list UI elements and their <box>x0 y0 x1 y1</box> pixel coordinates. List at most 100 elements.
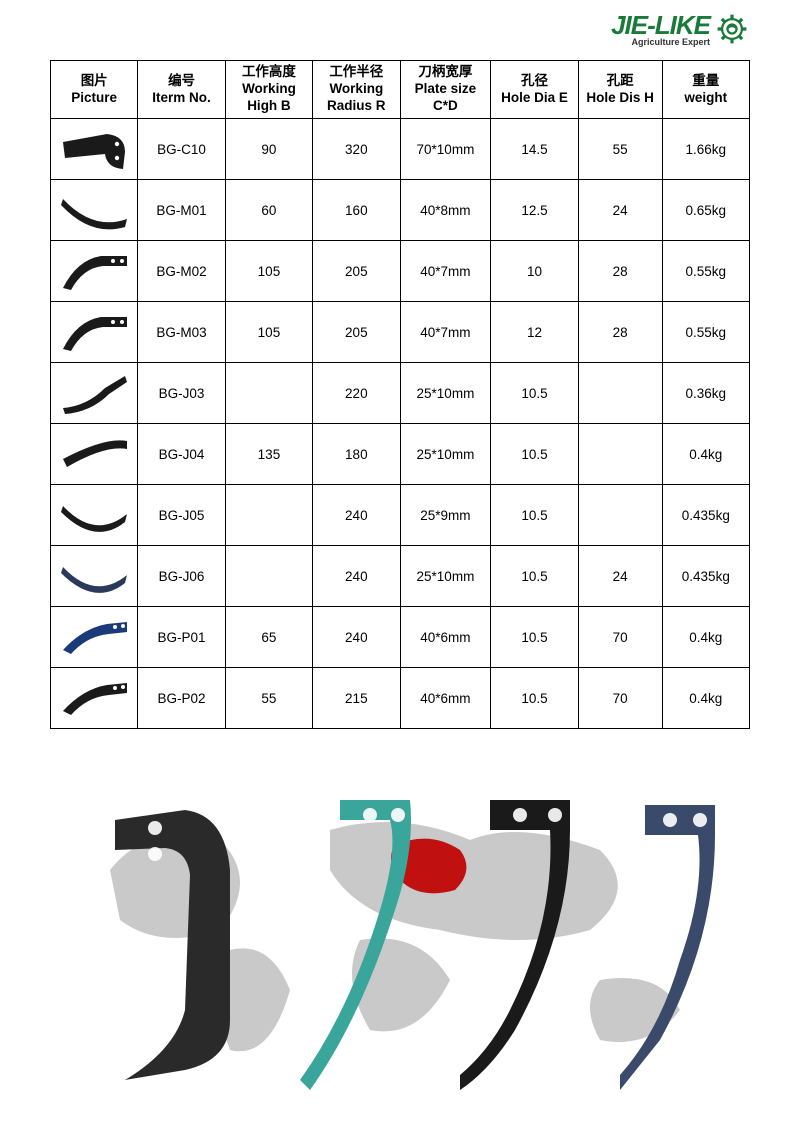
blade-thumbnail <box>51 607 138 668</box>
cell-radius: 205 <box>313 302 400 363</box>
spec-table: 图片Picture编号Iterm No.工作高度WorkingHigh B工作半… <box>50 60 750 729</box>
cell-radius: 160 <box>313 180 400 241</box>
cell-holee: 10.5 <box>491 485 578 546</box>
cell-plate: 40*7mm <box>400 241 491 302</box>
cell-item: BG-P01 <box>138 607 225 668</box>
table-row: BG-M0210520540*7mm10280.55kg <box>51 241 750 302</box>
blade-thumbnail <box>51 424 138 485</box>
blade-thumbnail <box>51 302 138 363</box>
table-body: BG-C109032070*10mm14.5551.66kgBG-M016016… <box>51 119 750 729</box>
cell-holee: 10.5 <box>491 607 578 668</box>
cell-weight: 1.66kg <box>662 119 749 180</box>
cell-item: BG-J06 <box>138 546 225 607</box>
cell-item: BG-J04 <box>138 424 225 485</box>
cell-highb <box>225 546 312 607</box>
cell-plate: 40*6mm <box>400 607 491 668</box>
blade-thumbnail <box>51 241 138 302</box>
cell-item: BG-M03 <box>138 302 225 363</box>
cell-item: BG-J05 <box>138 485 225 546</box>
table-row: BG-M0310520540*7mm12280.55kg <box>51 302 750 363</box>
cell-holee: 10.5 <box>491 546 578 607</box>
cell-radius: 240 <box>313 485 400 546</box>
cell-holeh: 28 <box>578 302 662 363</box>
table-row: BG-J05 24025*9mm10.5 0.435kg <box>51 485 750 546</box>
banner-blade <box>620 805 715 1090</box>
cell-holee: 14.5 <box>491 119 578 180</box>
cell-holeh: 55 <box>578 119 662 180</box>
cell-holee: 12 <box>491 302 578 363</box>
brand-text-block: JIE-LIKE Agriculture Expert <box>611 10 710 47</box>
cell-plate: 40*6mm <box>400 668 491 729</box>
cell-holee: 12.5 <box>491 180 578 241</box>
table-row: BG-P016524040*6mm10.5700.4kg <box>51 607 750 668</box>
col-header-7: 重量weight <box>662 61 749 119</box>
footer-banner <box>0 750 800 1110</box>
cell-highb: 105 <box>225 241 312 302</box>
cell-plate: 25*10mm <box>400 424 491 485</box>
cell-holeh: 28 <box>578 241 662 302</box>
col-header-5: 孔径Hole Dia E <box>491 61 578 119</box>
cell-holee: 10.5 <box>491 668 578 729</box>
cell-radius: 205 <box>313 241 400 302</box>
table-row: BG-J0413518025*10mm10.50.4kg <box>51 424 750 485</box>
table-row: BG-J06 24025*10mm10.5240.435kg <box>51 546 750 607</box>
cell-plate: 40*8mm <box>400 180 491 241</box>
blade-thumbnail <box>51 180 138 241</box>
cell-weight: 0.55kg <box>662 302 749 363</box>
cell-highb: 105 <box>225 302 312 363</box>
cell-weight: 0.65kg <box>662 180 749 241</box>
cell-radius: 220 <box>313 363 400 424</box>
cell-highb: 55 <box>225 668 312 729</box>
cell-holee: 10 <box>491 241 578 302</box>
cell-highb: 135 <box>225 424 312 485</box>
blade-thumbnail <box>51 119 138 180</box>
brand-tagline: Agriculture Expert <box>631 37 710 47</box>
table-header: 图片Picture编号Iterm No.工作高度WorkingHigh B工作半… <box>51 61 750 119</box>
cell-plate: 70*10mm <box>400 119 491 180</box>
table-row: BG-C109032070*10mm14.5551.66kg <box>51 119 750 180</box>
cell-weight: 0.435kg <box>662 546 749 607</box>
cell-holeh: 24 <box>578 180 662 241</box>
brand-header: JIE-LIKE Agriculture Expert <box>611 10 750 47</box>
cell-plate: 25*10mm <box>400 546 491 607</box>
cell-holeh: 70 <box>578 607 662 668</box>
blade-thumbnail <box>51 485 138 546</box>
cell-item: BG-M02 <box>138 241 225 302</box>
cell-holeh <box>578 424 662 485</box>
cell-plate: 40*7mm <box>400 302 491 363</box>
cell-highb <box>225 485 312 546</box>
cell-weight: 0.4kg <box>662 607 749 668</box>
spec-table-container: 图片Picture编号Iterm No.工作高度WorkingHigh B工作半… <box>50 60 750 729</box>
blade-thumbnail <box>51 546 138 607</box>
cell-highb: 90 <box>225 119 312 180</box>
cell-highb: 65 <box>225 607 312 668</box>
cell-item: BG-M01 <box>138 180 225 241</box>
cell-highb: 60 <box>225 180 312 241</box>
cell-radius: 180 <box>313 424 400 485</box>
blade-thumbnail <box>51 668 138 729</box>
col-header-4: 刀柄宽厚Plate sizeC*D <box>400 61 491 119</box>
cell-weight: 0.4kg <box>662 668 749 729</box>
cell-weight: 0.55kg <box>662 241 749 302</box>
cell-weight: 0.36kg <box>662 363 749 424</box>
cell-radius: 240 <box>313 546 400 607</box>
cell-plate: 25*10mm <box>400 363 491 424</box>
gear-icon <box>714 11 750 47</box>
cell-item: BG-J03 <box>138 363 225 424</box>
col-header-3: 工作半径WorkingRadius R <box>313 61 400 119</box>
cell-holee: 10.5 <box>491 424 578 485</box>
cell-item: BG-P02 <box>138 668 225 729</box>
cell-weight: 0.435kg <box>662 485 749 546</box>
col-header-1: 编号Iterm No. <box>138 61 225 119</box>
cell-holeh <box>578 485 662 546</box>
cell-holeh: 70 <box>578 668 662 729</box>
col-header-0: 图片Picture <box>51 61 138 119</box>
table-row: BG-J03 22025*10mm10.5 0.36kg <box>51 363 750 424</box>
cell-holee: 10.5 <box>491 363 578 424</box>
col-header-6: 孔距Hole Dis H <box>578 61 662 119</box>
cell-plate: 25*9mm <box>400 485 491 546</box>
cell-radius: 215 <box>313 668 400 729</box>
cell-holeh: 24 <box>578 546 662 607</box>
cell-radius: 240 <box>313 607 400 668</box>
table-row: BG-M016016040*8mm12.5240.65kg <box>51 180 750 241</box>
